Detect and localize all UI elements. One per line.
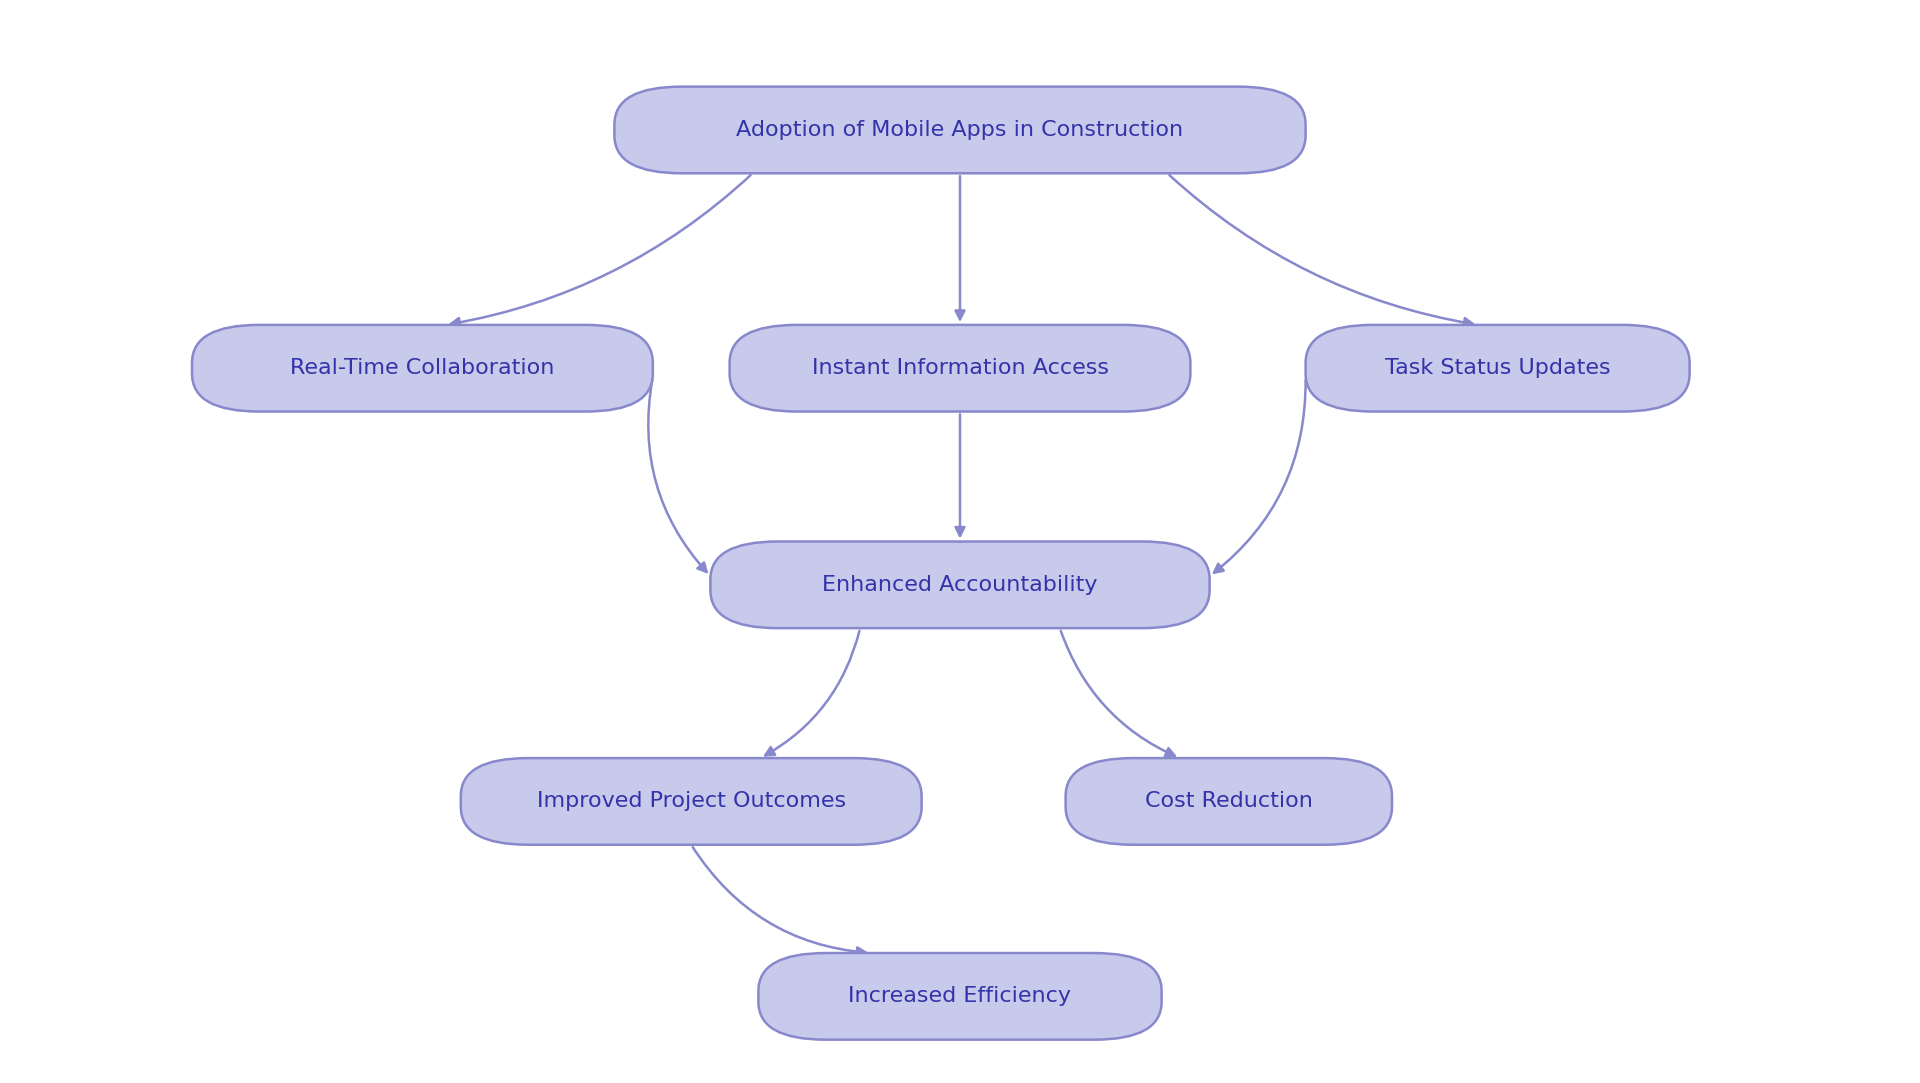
FancyBboxPatch shape	[461, 758, 922, 845]
Text: Improved Project Outcomes: Improved Project Outcomes	[536, 792, 847, 811]
Text: Increased Efficiency: Increased Efficiency	[849, 987, 1071, 1006]
FancyBboxPatch shape	[710, 542, 1210, 628]
FancyBboxPatch shape	[758, 953, 1162, 1040]
Text: Real-Time Collaboration: Real-Time Collaboration	[290, 358, 555, 378]
FancyBboxPatch shape	[192, 325, 653, 412]
FancyBboxPatch shape	[1306, 325, 1690, 412]
Text: Task Status Updates: Task Status Updates	[1384, 358, 1611, 378]
Text: Enhanced Accountability: Enhanced Accountability	[822, 575, 1098, 595]
FancyBboxPatch shape	[730, 325, 1190, 412]
Text: Adoption of Mobile Apps in Construction: Adoption of Mobile Apps in Construction	[737, 120, 1183, 140]
Text: Cost Reduction: Cost Reduction	[1144, 792, 1313, 811]
Text: Instant Information Access: Instant Information Access	[812, 358, 1108, 378]
FancyBboxPatch shape	[1066, 758, 1392, 845]
FancyBboxPatch shape	[614, 87, 1306, 173]
